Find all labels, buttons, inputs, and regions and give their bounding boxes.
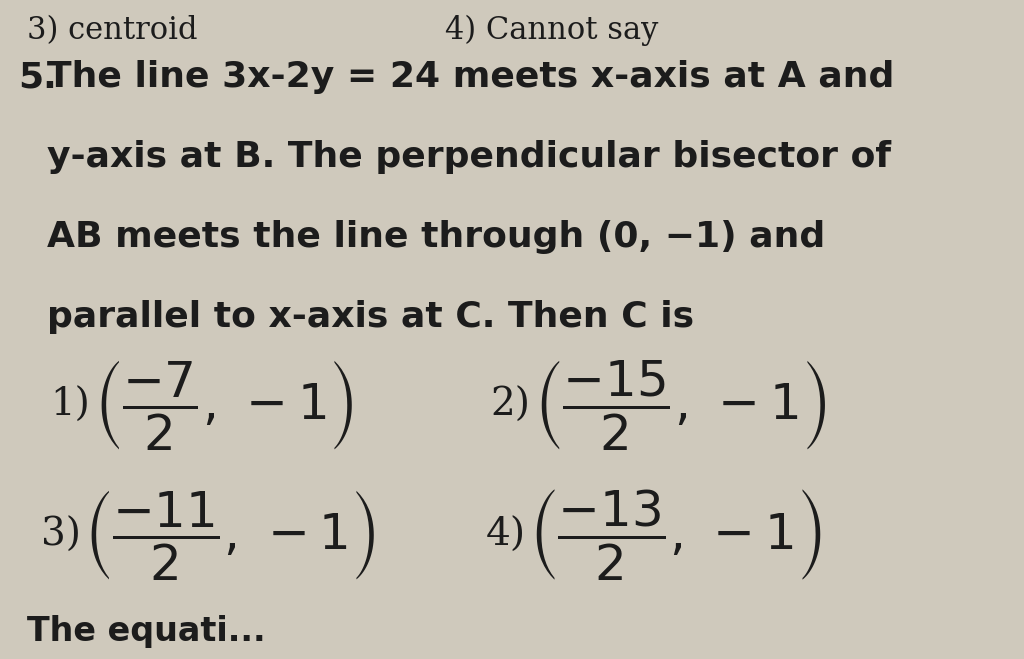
- Text: 4) Cannot say: 4) Cannot say: [445, 15, 658, 46]
- Text: 4): 4): [485, 517, 526, 554]
- Text: $\left(\dfrac{-15}{2},\,-1\right)$: $\left(\dfrac{-15}{2},\,-1\right)$: [534, 358, 826, 452]
- Text: 2): 2): [490, 386, 530, 424]
- Text: 3): 3): [41, 517, 81, 554]
- Text: AB meets the line through (0, −1) and: AB meets the line through (0, −1) and: [47, 220, 825, 254]
- Text: $\left(\dfrac{-13}{2},\,-1\right)$: $\left(\dfrac{-13}{2},\,-1\right)$: [529, 488, 822, 583]
- Text: 1): 1): [50, 386, 90, 424]
- Text: y-axis at B. The perpendicular bisector of: y-axis at B. The perpendicular bisector …: [47, 140, 891, 174]
- Text: $\left(\dfrac{-11}{2},\,-1\right)$: $\left(\dfrac{-11}{2},\,-1\right)$: [84, 488, 376, 582]
- Text: parallel to x-axis at C. Then C is: parallel to x-axis at C. Then C is: [47, 300, 694, 334]
- Text: 5.: 5.: [18, 60, 57, 94]
- Text: $\left(\dfrac{-7}{2},\,-1\right)$: $\left(\dfrac{-7}{2},\,-1\right)$: [93, 358, 353, 452]
- Text: The equati...: The equati...: [28, 615, 266, 648]
- Text: The line 3x-2y = 24 meets x-axis at A and: The line 3x-2y = 24 meets x-axis at A an…: [47, 60, 895, 94]
- Text: 3) centroid: 3) centroid: [28, 15, 198, 46]
